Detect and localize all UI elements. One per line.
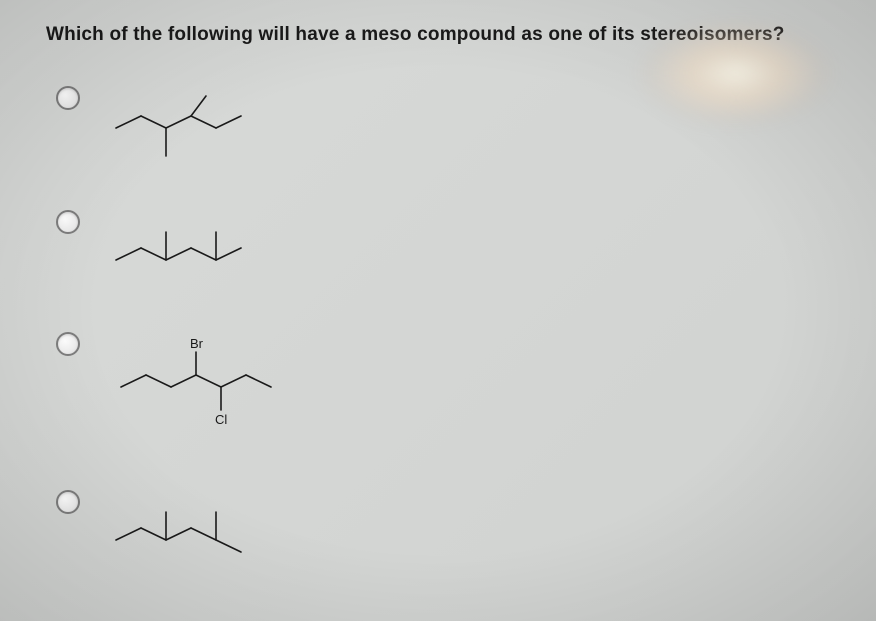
bond bbox=[116, 248, 141, 260]
bond bbox=[196, 375, 221, 387]
skeletal-svg-4 bbox=[106, 490, 296, 580]
bond bbox=[221, 375, 246, 387]
bond bbox=[166, 116, 191, 128]
bond bbox=[116, 528, 141, 540]
skeletal-svg-1 bbox=[106, 86, 296, 176]
bond bbox=[216, 116, 241, 128]
bond bbox=[246, 375, 271, 387]
atom-label: Cl bbox=[215, 412, 227, 427]
bond bbox=[216, 540, 241, 552]
atom-label: Br bbox=[190, 336, 204, 351]
skeletal-svg-3: Br Cl bbox=[106, 332, 306, 442]
structure-1 bbox=[106, 86, 296, 181]
bond bbox=[141, 116, 166, 128]
bond bbox=[191, 96, 206, 116]
bond bbox=[166, 528, 191, 540]
radio-option-1[interactable] bbox=[56, 86, 80, 110]
structure-2 bbox=[106, 210, 296, 295]
bond bbox=[116, 116, 141, 128]
structure-3: Br Cl bbox=[106, 332, 306, 447]
bond bbox=[191, 528, 216, 540]
bond bbox=[141, 248, 166, 260]
radio-option-4[interactable] bbox=[56, 490, 80, 514]
skeletal-svg-2 bbox=[106, 210, 296, 290]
structure-4 bbox=[106, 490, 296, 585]
radio-option-3[interactable] bbox=[56, 332, 80, 356]
bond bbox=[141, 528, 166, 540]
question-text: Which of the following will have a meso … bbox=[46, 24, 785, 46]
bond bbox=[171, 375, 196, 387]
bond bbox=[191, 248, 216, 260]
radio-option-2[interactable] bbox=[56, 210, 80, 234]
bond bbox=[121, 375, 146, 387]
bond bbox=[191, 116, 216, 128]
bond bbox=[216, 248, 241, 260]
bond bbox=[146, 375, 171, 387]
bond bbox=[166, 248, 191, 260]
